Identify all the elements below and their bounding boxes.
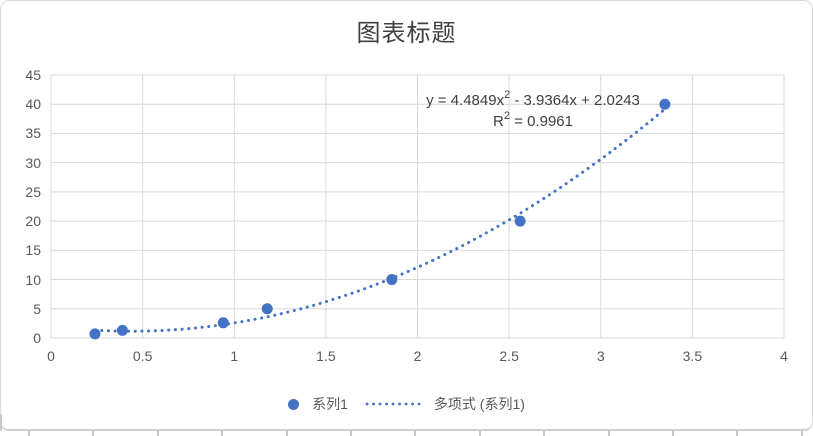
trendline-equation-label[interactable]: y = 4.4849x2 - 3.9364x + 2.0243 R2 = 0.9… <box>426 88 640 130</box>
x-tick-label: 0 <box>47 348 55 364</box>
legend-series1-label: 系列1 <box>312 396 348 412</box>
y-tick-label: 35 <box>25 125 41 142</box>
trendline-sample-icon <box>365 402 425 406</box>
y-tick-label: 20 <box>25 213 41 230</box>
series-points <box>89 98 671 340</box>
spreadsheet-column-tick <box>350 431 352 436</box>
chart-title[interactable]: 图表标题 <box>356 20 457 47</box>
data-point[interactable] <box>261 303 273 315</box>
x-tick-label: 4 <box>780 348 788 364</box>
spreadsheet-column-tick <box>801 431 803 436</box>
data-point[interactable] <box>89 328 101 340</box>
legend-item-series1[interactable]: 系列1 <box>288 394 348 414</box>
spreadsheet-column-tick <box>414 431 416 436</box>
trendline-equation: y = 4.4849x2 - 3.9364x + 2.0243 <box>426 89 640 109</box>
series1-marker-icon <box>288 398 300 410</box>
data-point[interactable] <box>217 317 229 329</box>
y-tick-label: 0 <box>33 330 41 346</box>
x-tick-label: 3.5 <box>682 348 703 364</box>
data-point[interactable] <box>514 215 526 227</box>
data-point[interactable] <box>386 274 398 286</box>
spreadsheet-column-tick <box>286 431 288 436</box>
y-tick-label: 5 <box>33 300 41 317</box>
spreadsheet-column-tick <box>28 431 30 436</box>
legend-item-trendline[interactable]: 多项式 (系列1) <box>348 394 525 414</box>
data-point[interactable] <box>659 98 671 110</box>
x-tick-label: 1.5 <box>316 348 336 364</box>
gridlines <box>50 74 785 339</box>
y-tick-label: 25 <box>25 183 41 200</box>
spreadsheet-column-tick <box>608 431 610 436</box>
y-tick-label: 10 <box>25 271 41 288</box>
spreadsheet-column-tick <box>157 431 159 436</box>
y-tick-label: 40 <box>25 96 41 113</box>
x-tick-label: 2.5 <box>499 348 519 364</box>
spreadsheet-column-tick <box>672 431 674 436</box>
chart-legend: 系列1 多项式 (系列1) <box>0 394 813 414</box>
spreadsheet-column-tick <box>736 431 738 436</box>
data-point[interactable] <box>116 324 128 336</box>
x-tick-label: 1 <box>230 348 239 364</box>
x-tick-label: 2 <box>413 348 422 364</box>
trendline-r-squared: R2 = 0.9961 <box>493 110 573 130</box>
y-tick-label: 30 <box>25 154 41 171</box>
y-tick-label: 15 <box>25 242 41 259</box>
spreadsheet-column-tick <box>479 431 481 436</box>
spreadsheet-column-tick <box>543 431 545 436</box>
y-tick-label: 45 <box>25 67 41 83</box>
x-tick-label: 0.5 <box>132 348 153 364</box>
spreadsheet-column-tick <box>92 431 94 436</box>
trendline[interactable] <box>93 107 667 333</box>
spreadsheet-column-tick <box>221 431 223 436</box>
spreadsheet-edge-line <box>0 414 2 431</box>
x-tick-label: 3 <box>596 348 605 364</box>
legend-trendline-label: 多项式 (系列1) <box>433 396 525 412</box>
